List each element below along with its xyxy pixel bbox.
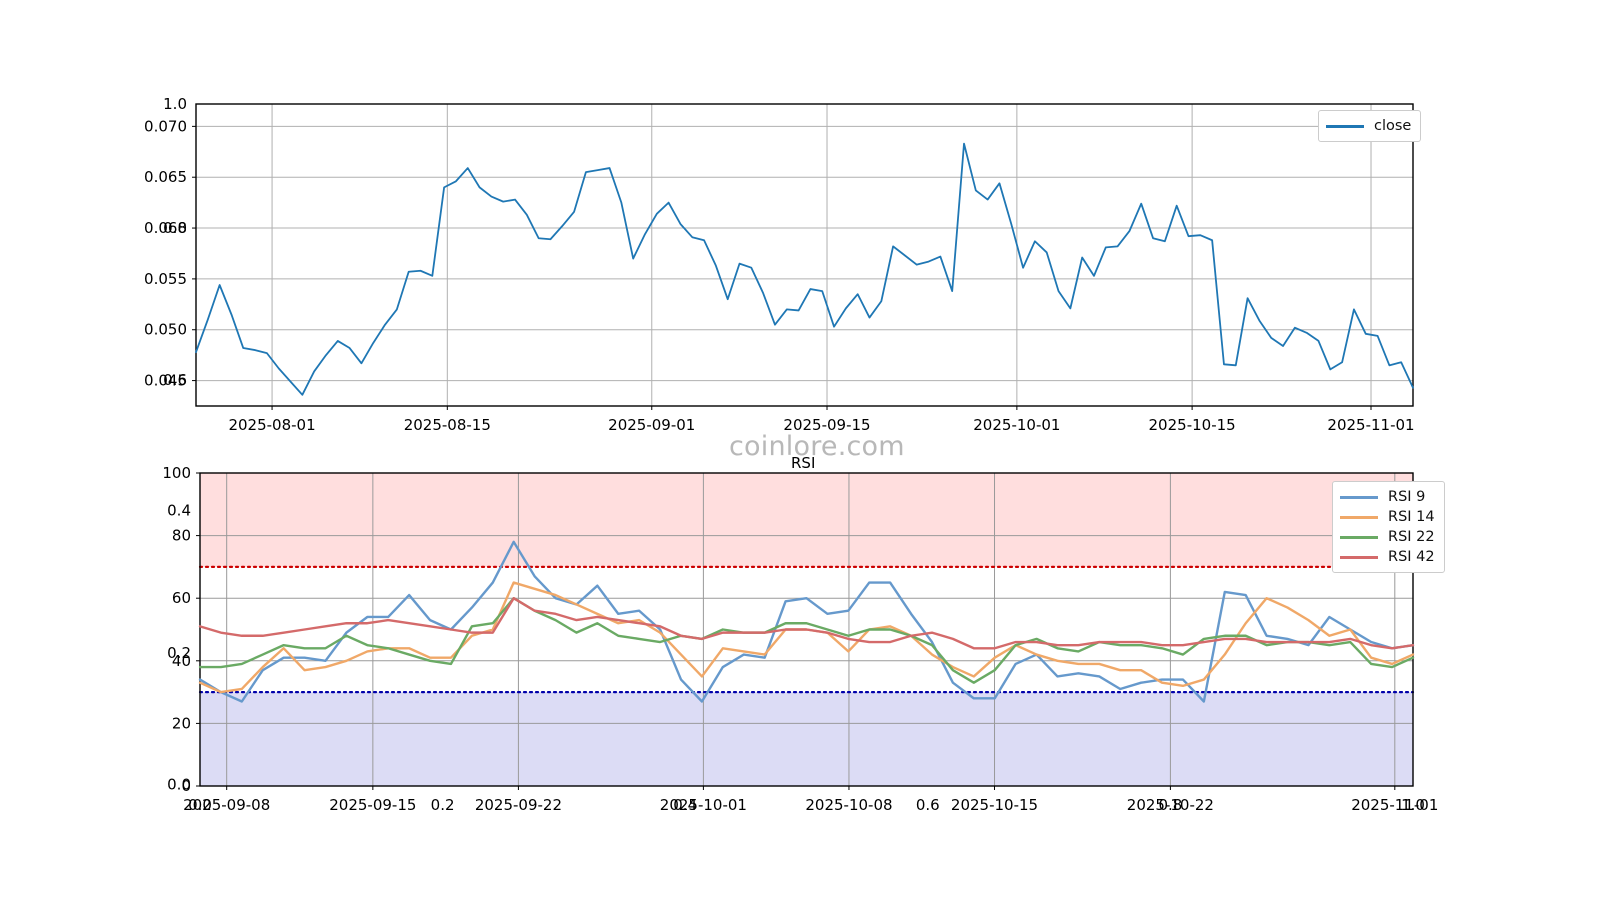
price-ytick-label-secondary: 0.6 bbox=[163, 371, 187, 389]
legend-label-close: close bbox=[1374, 118, 1412, 134]
legend-swatch-rsi-22 bbox=[1340, 535, 1378, 539]
legend-label-rsi-42: RSI 42 bbox=[1388, 549, 1435, 565]
price-xtick-label: 2025-08-01 bbox=[228, 416, 315, 434]
price-xtick-label: 2025-08-15 bbox=[404, 416, 491, 434]
rsi-chart-title: RSI bbox=[791, 454, 816, 472]
legend-item-rsi-22[interactable]: RSI 22 bbox=[1340, 527, 1435, 547]
price-xtick-label: 2025-11-01 bbox=[1327, 416, 1414, 434]
price-chart-legend: close bbox=[1318, 110, 1422, 142]
rsi-xtick-label: 2025-09-22 bbox=[475, 796, 562, 814]
price-line-close bbox=[195, 142, 1414, 396]
rsi-ytick-label: 80 bbox=[172, 527, 191, 545]
price-chart-panel: 0.070 0.065 0.060 0.055 0.050 0.045 1.0 0.8 0.6 2… bbox=[144, 95, 1415, 434]
rsi-line-rsi-42 bbox=[198, 597, 1415, 650]
legend-label-rsi-9: RSI 9 bbox=[1388, 489, 1426, 505]
rsi-xtick-label: 2025-09-15 bbox=[329, 796, 416, 814]
rsi-ytick-label: 100 bbox=[162, 464, 191, 482]
watermark: coinlore.com bbox=[729, 431, 905, 462]
rsi-xtick-label: 2025-09-08 bbox=[183, 796, 270, 814]
rsi-ytick-label: 60 bbox=[172, 589, 191, 607]
rsi-xtick-label-secondary: 0.0 bbox=[188, 796, 212, 814]
rsi-ytick-label-secondary: 0.0 bbox=[167, 775, 191, 793]
rsi-xtick-label: 2025-11-01 bbox=[1351, 796, 1438, 814]
rsi-overbought-zone bbox=[200, 473, 1413, 567]
legend-label-rsi-14: RSI 14 bbox=[1388, 509, 1435, 525]
rsi-line-rsi-9 bbox=[198, 540, 1415, 703]
price-ytick-label: 0.070 bbox=[144, 117, 187, 135]
price-xtick-label: 2025-10-01 bbox=[973, 416, 1060, 434]
legend-swatch-rsi-9 bbox=[1340, 495, 1378, 499]
rsi-xtick-label-secondary: 1.0 bbox=[1401, 796, 1425, 814]
rsi-line-rsi-22 bbox=[198, 597, 1415, 684]
legend-label-rsi-22: RSI 22 bbox=[1388, 529, 1435, 545]
rsi-ytick-label: 20 bbox=[172, 714, 191, 732]
rsi-xtick-label-secondary: 0.8 bbox=[1158, 796, 1182, 814]
rsi-xtick-label: 2025-10-01 bbox=[660, 796, 747, 814]
rsi-xtick-label: 2025-10-15 bbox=[951, 796, 1038, 814]
rsi-xtick-label: 2025-10-08 bbox=[805, 796, 892, 814]
legend-swatch-rsi-42 bbox=[1340, 555, 1378, 559]
rsi-ytick-label: 0 bbox=[181, 777, 191, 795]
price-ytick-label-secondary: 0.8 bbox=[163, 219, 187, 237]
rsi-chart-legend: RSI 9 RSI 14 RSI 22 RSI 42 bbox=[1332, 481, 1445, 573]
legend-swatch-rsi-14 bbox=[1340, 515, 1378, 519]
price-ytick-label-secondary: 1.0 bbox=[163, 95, 187, 113]
price-plot-frame bbox=[195, 103, 1414, 407]
price-ytick-label: 0.065 bbox=[144, 168, 187, 186]
rsi-xtick-label-secondary: 0.2 bbox=[431, 796, 455, 814]
legend-item-rsi-42[interactable]: RSI 42 bbox=[1340, 547, 1435, 567]
price-ytick-label: 0.055 bbox=[144, 270, 187, 288]
price-ytick-label: 0.045 bbox=[144, 372, 187, 390]
legend-item-rsi-9[interactable]: RSI 9 bbox=[1340, 487, 1435, 507]
rsi-ytick-label-secondary: 0.2 bbox=[167, 644, 191, 662]
rsi-plot-frame bbox=[199, 472, 1414, 787]
legend-swatch-close bbox=[1326, 124, 1364, 128]
price-ytick-label: 0.060 bbox=[144, 219, 187, 237]
legend-item-close[interactable]: close bbox=[1326, 116, 1411, 136]
rsi-xtick-label: 2025-10-22 bbox=[1127, 796, 1214, 814]
rsi-ytick-label-secondary: 0.4 bbox=[167, 502, 191, 520]
price-xtick-label: 2025-09-15 bbox=[783, 416, 870, 434]
price-ytick-label: 0.050 bbox=[144, 321, 187, 339]
rsi-oversold-zone bbox=[200, 692, 1413, 786]
rsi-xtick-label-secondary: 0.6 bbox=[916, 796, 940, 814]
rsi-ytick-label: 40 bbox=[172, 652, 191, 670]
price-xtick-label: 2025-10-15 bbox=[1149, 416, 1236, 434]
price-xtick-label: 2025-09-01 bbox=[608, 416, 695, 434]
rsi-xtick-label-secondary: 0.4 bbox=[673, 796, 697, 814]
legend-item-rsi-14[interactable]: RSI 14 bbox=[1340, 507, 1435, 527]
